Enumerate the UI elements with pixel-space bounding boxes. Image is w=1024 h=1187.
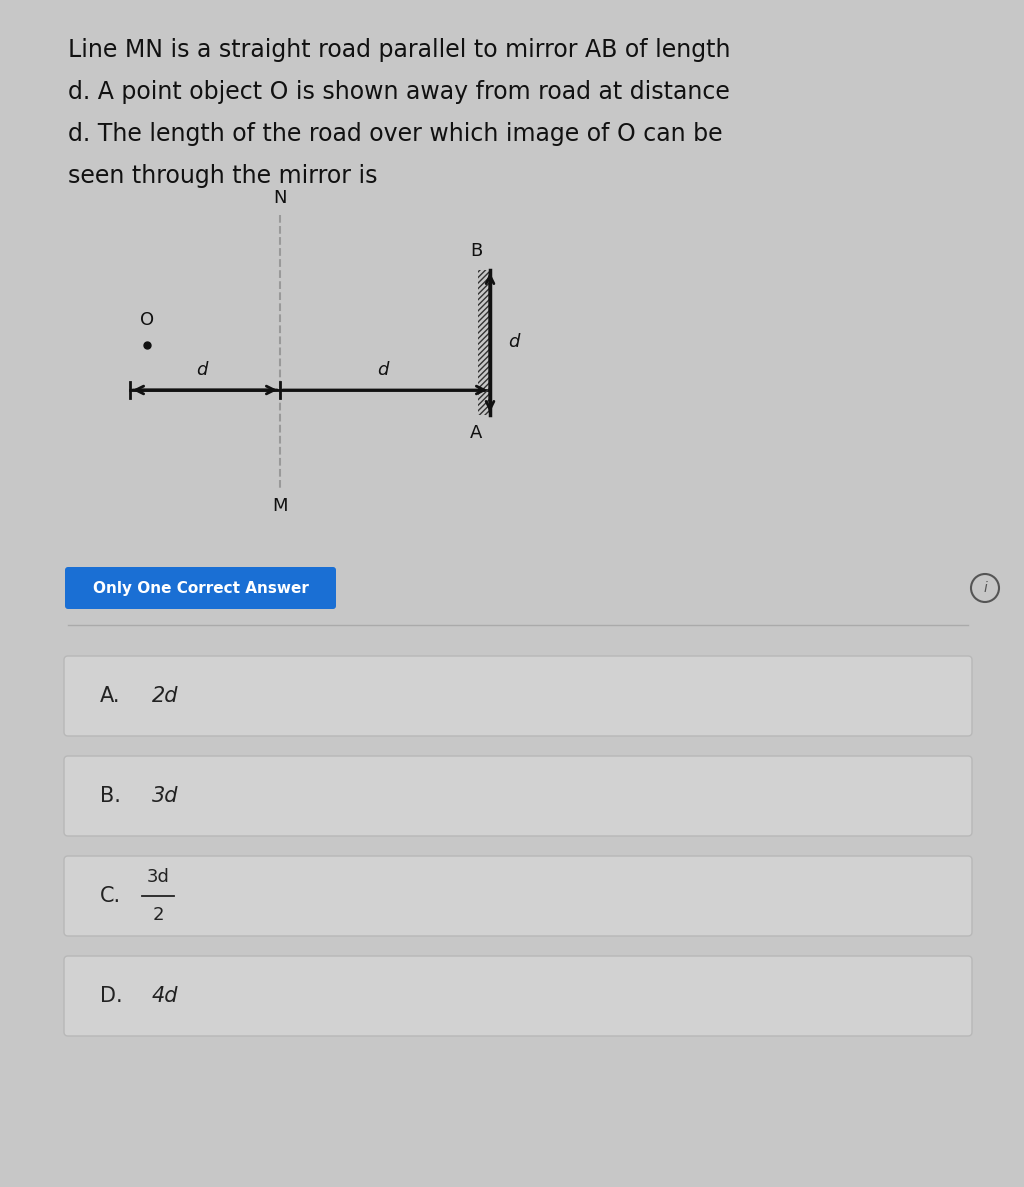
Text: d. A point object O is shown away from road at distance: d. A point object O is shown away from r… bbox=[68, 80, 730, 104]
Text: 2d: 2d bbox=[152, 686, 178, 706]
FancyBboxPatch shape bbox=[63, 856, 972, 937]
Text: A: A bbox=[470, 424, 482, 442]
Text: d: d bbox=[197, 361, 208, 379]
Text: i: i bbox=[983, 580, 987, 595]
Bar bbox=[478, 269, 490, 415]
Text: A.: A. bbox=[100, 686, 121, 706]
FancyBboxPatch shape bbox=[63, 956, 972, 1036]
Text: d. The length of the road over which image of O can be: d. The length of the road over which ima… bbox=[68, 122, 723, 146]
Text: d: d bbox=[508, 334, 519, 351]
Text: C.: C. bbox=[100, 886, 121, 906]
Text: D.: D. bbox=[100, 986, 123, 1007]
Text: N: N bbox=[273, 189, 287, 207]
Text: M: M bbox=[272, 497, 288, 515]
Text: B.: B. bbox=[100, 786, 121, 806]
Text: seen through the mirror is: seen through the mirror is bbox=[68, 164, 378, 188]
Text: Only One Correct Answer: Only One Correct Answer bbox=[92, 580, 308, 596]
Text: 2: 2 bbox=[153, 906, 164, 923]
FancyBboxPatch shape bbox=[63, 656, 972, 736]
FancyBboxPatch shape bbox=[63, 756, 972, 836]
FancyBboxPatch shape bbox=[65, 567, 336, 609]
Text: 3d: 3d bbox=[146, 868, 169, 886]
Text: 3d: 3d bbox=[152, 786, 178, 806]
Text: B: B bbox=[470, 242, 482, 260]
Text: 4d: 4d bbox=[152, 986, 178, 1007]
Text: O: O bbox=[140, 311, 154, 329]
Text: d: d bbox=[377, 361, 389, 379]
Text: Line MN is a straight road parallel to mirror AB of length: Line MN is a straight road parallel to m… bbox=[68, 38, 730, 62]
